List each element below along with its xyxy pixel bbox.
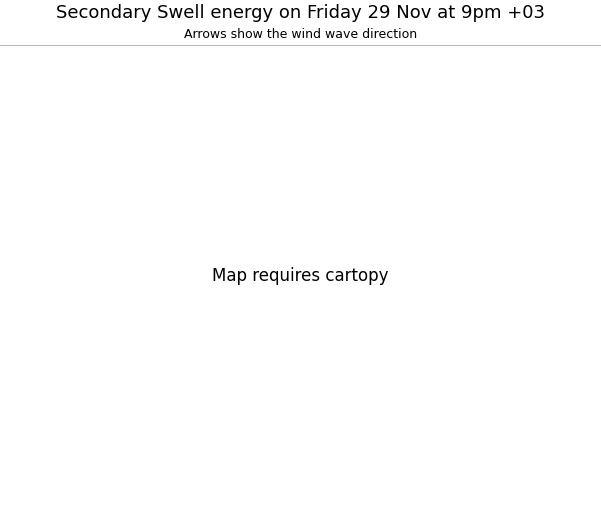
Text: Map requires cartopy: Map requires cartopy bbox=[212, 267, 389, 285]
Text: Secondary Swell energy on Friday 29 Nov at 9pm +03: Secondary Swell energy on Friday 29 Nov … bbox=[56, 5, 545, 22]
Text: Arrows show the wind wave direction: Arrows show the wind wave direction bbox=[184, 28, 417, 41]
